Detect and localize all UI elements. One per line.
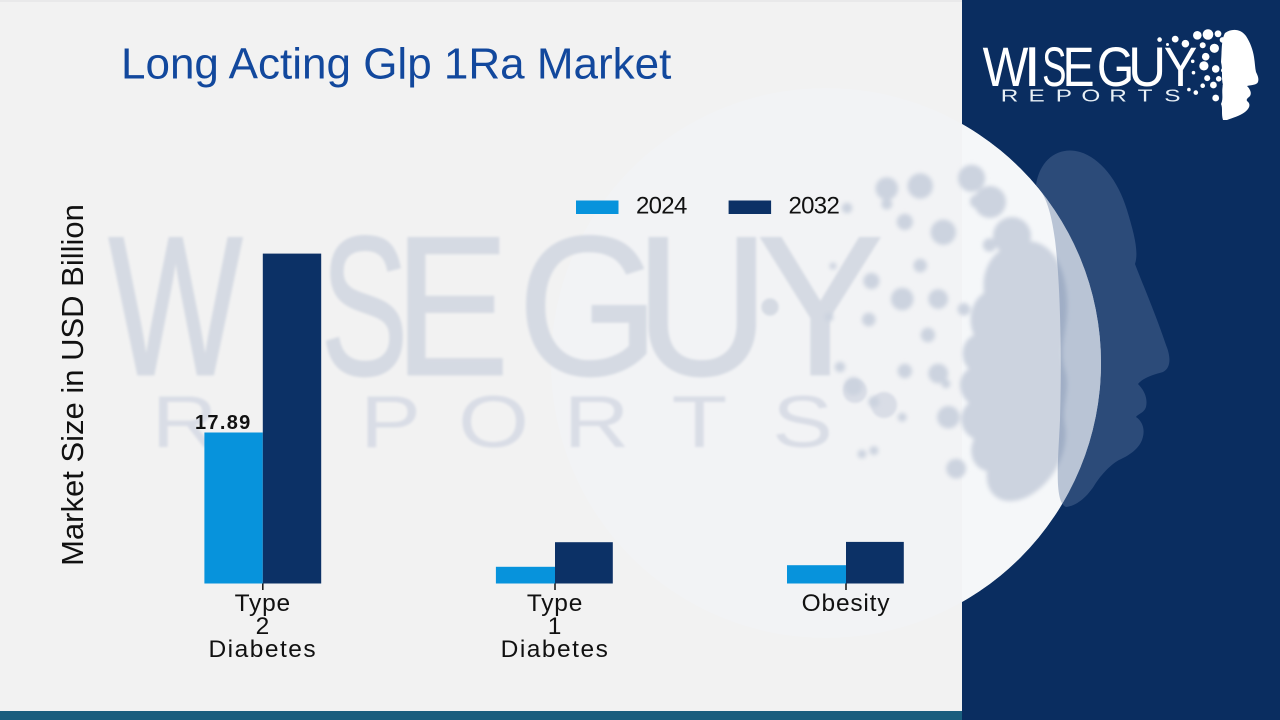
- svg-text:2: 2: [256, 613, 270, 640]
- svg-text:R: R: [1109, 87, 1127, 106]
- svg-text:Market Size in USD Billion: Market Size in USD Billion: [55, 204, 90, 566]
- svg-text:U: U: [635, 195, 769, 417]
- svg-text:E: E: [1029, 87, 1045, 106]
- svg-text:17.89: 17.89: [195, 412, 252, 434]
- svg-text:2032: 2032: [789, 193, 840, 220]
- svg-text:P: P: [1056, 87, 1072, 106]
- svg-text:S: S: [1164, 87, 1180, 106]
- svg-text:1: 1: [548, 613, 562, 640]
- svg-text:O: O: [458, 382, 529, 463]
- svg-text:Y: Y: [1164, 37, 1198, 99]
- svg-text:U: U: [1128, 37, 1166, 98]
- svg-text:E: E: [1063, 36, 1095, 98]
- svg-text:Obesity: Obesity: [802, 590, 891, 617]
- svg-text:S: S: [1042, 36, 1066, 97]
- svg-text:2024: 2024: [636, 193, 687, 220]
- svg-text:Long Acting Glp 1Ra Market: Long Acting Glp 1Ra Market: [121, 39, 671, 88]
- svg-text:S: S: [321, 195, 408, 417]
- svg-text:P: P: [360, 382, 421, 463]
- svg-text:Diabetes: Diabetes: [208, 636, 317, 663]
- svg-text:T: T: [672, 382, 728, 463]
- svg-text:E: E: [394, 196, 509, 417]
- svg-text:Type: Type: [527, 590, 583, 617]
- svg-text:O: O: [1081, 87, 1100, 106]
- svg-text:Type: Type: [235, 590, 291, 617]
- svg-text:Diabetes: Diabetes: [501, 636, 610, 663]
- svg-text:G: G: [1097, 36, 1134, 98]
- svg-text:W: W: [983, 37, 1029, 99]
- svg-text:G: G: [518, 196, 659, 417]
- svg-text:S: S: [772, 382, 833, 463]
- svg-text:W: W: [109, 195, 243, 417]
- svg-text:R: R: [564, 382, 630, 463]
- svg-text:R: R: [1001, 87, 1019, 106]
- svg-text:T: T: [1138, 87, 1153, 106]
